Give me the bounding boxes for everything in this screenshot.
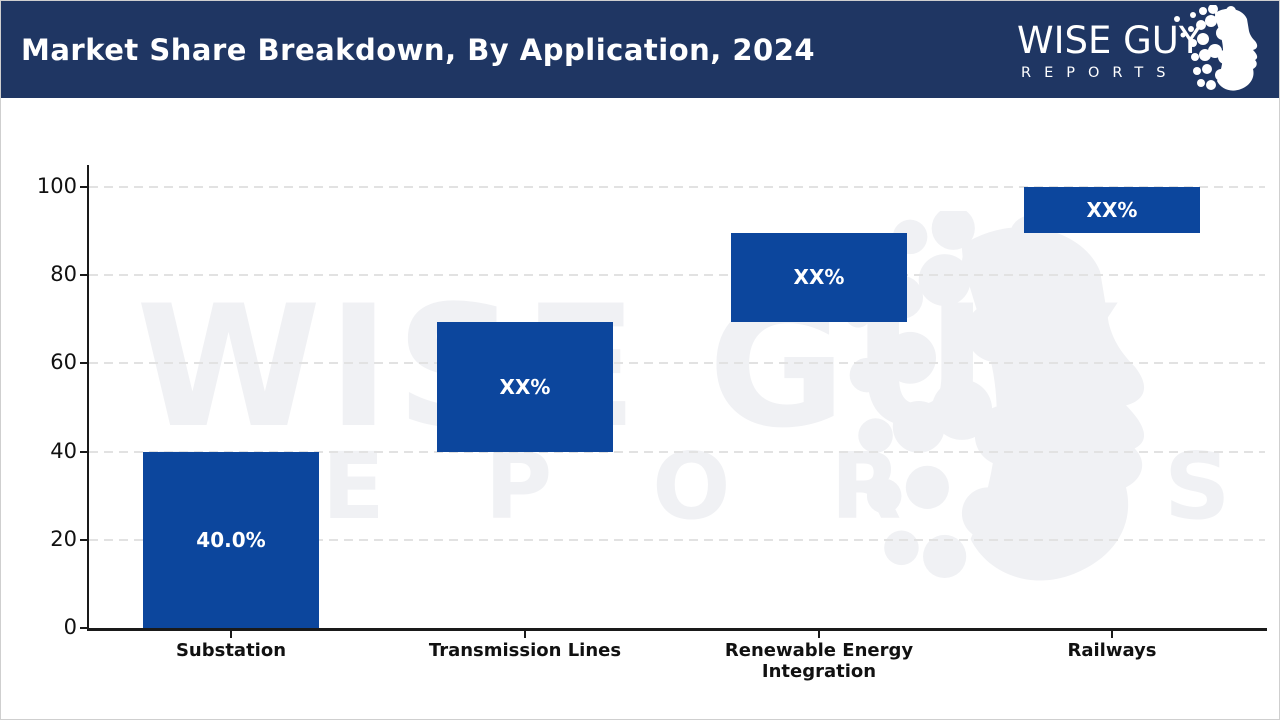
x-category-label: Railways xyxy=(1067,640,1157,661)
x-category-label: Substation xyxy=(175,640,287,661)
gridline xyxy=(89,538,1265,541)
x-category-label: Renewable Energy Integration xyxy=(724,640,914,682)
gridline xyxy=(89,186,1265,188)
bar: XX% xyxy=(731,232,907,322)
x-category-label: Transmission Lines xyxy=(428,640,622,661)
y-tick-mark xyxy=(80,538,88,541)
y-tick-mark xyxy=(80,627,88,629)
logo-face-icon xyxy=(1174,5,1258,91)
y-tick-label: 20 xyxy=(50,526,77,551)
logo-text-line2: REPORTS xyxy=(1021,65,1178,81)
wise-guy-reports-logo: WISE GUY REPORTS xyxy=(1017,5,1258,91)
bar-value-label: 40.0% xyxy=(196,527,266,552)
x-tick-mark xyxy=(818,631,820,638)
y-tick-label: 40 xyxy=(50,438,77,463)
y-tick-mark xyxy=(80,362,88,365)
bar-value-label: XX% xyxy=(793,265,845,290)
bar: 40.0% xyxy=(143,451,319,628)
y-tick-label: 0 xyxy=(63,615,77,639)
bar: XX% xyxy=(437,321,613,452)
y-tick-label: 60 xyxy=(50,350,77,375)
bar-value-label: XX% xyxy=(499,374,551,399)
y-tick-mark xyxy=(80,186,88,188)
gridline xyxy=(89,362,1265,365)
x-axis-line xyxy=(87,628,1267,631)
logo-text-line1: WISE GUY xyxy=(1017,19,1202,62)
header-bar: Market Share Breakdown, By Application, … xyxy=(1,1,1279,98)
y-axis-line xyxy=(87,165,89,630)
bar: XX% xyxy=(1024,187,1200,233)
x-tick-mark xyxy=(524,631,526,638)
x-tick-mark xyxy=(230,631,232,638)
y-tick-label: 80 xyxy=(50,262,77,287)
y-tick-label: 100 xyxy=(36,174,77,198)
bar-value-label: XX% xyxy=(1086,197,1138,222)
gridline xyxy=(89,450,1265,453)
chart-title: Market Share Breakdown, By Application, … xyxy=(21,32,816,67)
x-tick-mark xyxy=(1111,631,1113,638)
y-tick-mark xyxy=(80,450,88,453)
gridline xyxy=(89,274,1265,277)
y-tick-mark xyxy=(80,274,88,277)
